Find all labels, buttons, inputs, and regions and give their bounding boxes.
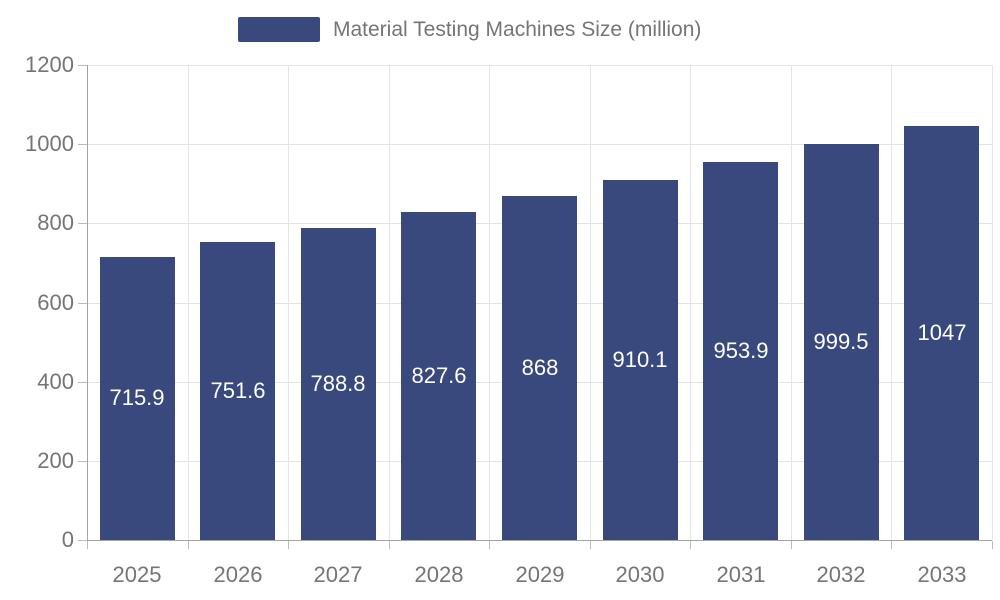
y-tick-label: 0 [61,527,74,552]
bar-value-label: 715.9 [109,385,165,410]
bar-value-label: 751.6 [210,378,266,403]
x-tick-label: 2033 [917,562,967,587]
x-gridline [188,65,189,540]
x-tick-mark [791,541,792,549]
y-gridline [87,144,992,145]
x-gridline [690,65,691,540]
x-gridline [489,65,490,540]
bar-value-label: 1047 [917,320,967,345]
y-tick-label: 1000 [25,131,74,156]
y-tick-mark [78,65,87,66]
legend-swatch [238,17,320,42]
bar [502,196,577,540]
y-tick-mark [78,144,87,145]
x-gridline [590,65,591,540]
y-tick-label: 200 [37,448,74,473]
x-tick-mark [992,541,993,549]
y-tick-mark [78,223,87,224]
bar [301,228,376,540]
y-tick-mark [78,461,87,462]
y-tick-label: 1200 [25,52,74,77]
x-tick-mark [489,541,490,549]
x-gridline [791,65,792,540]
bar [703,162,778,540]
x-tick-mark [891,541,892,549]
bar-value-label: 827.6 [411,363,467,388]
x-gridline [389,65,390,540]
x-tick-label: 2031 [716,562,766,587]
bar-value-label: 788.8 [310,371,366,396]
x-tick-label: 2025 [112,562,162,587]
x-axis-line [78,540,992,541]
x-tick-label: 2028 [414,562,464,587]
x-gridline [891,65,892,540]
bar-value-label: 953.9 [713,338,769,363]
bar-value-label: 910.1 [612,347,668,372]
x-tick-mark [690,541,691,549]
x-tick-mark [87,541,88,549]
x-tick-label: 2027 [313,562,363,587]
x-gridline [288,65,289,540]
legend-label: Material Testing Machines Size (million) [333,17,702,41]
bar [904,126,979,540]
bar [100,257,175,540]
y-tick-mark [78,540,87,541]
bar [603,180,678,540]
y-tick-label: 600 [37,290,74,315]
legend-item[interactable]: Material Testing Machines Size (million) [238,17,701,42]
y-tick-mark [78,382,87,383]
bar [200,242,275,540]
y-tick-label: 400 [37,369,74,394]
x-tick-label: 2026 [213,562,263,587]
bar [401,212,476,540]
y-tick-mark [78,303,87,304]
x-tick-label: 2030 [615,562,665,587]
y-axis-line [87,65,88,541]
x-tick-mark [389,541,390,549]
bar [804,144,879,540]
x-tick-mark [288,541,289,549]
x-tick-label: 2032 [816,562,866,587]
x-gridline [992,65,993,540]
y-tick-label: 800 [37,210,74,235]
x-tick-label: 2029 [515,562,565,587]
bar-value-label: 868 [521,355,559,380]
bar-value-label: 999.5 [813,329,869,354]
x-tick-mark [590,541,591,549]
x-tick-mark [188,541,189,549]
y-gridline [87,65,992,66]
